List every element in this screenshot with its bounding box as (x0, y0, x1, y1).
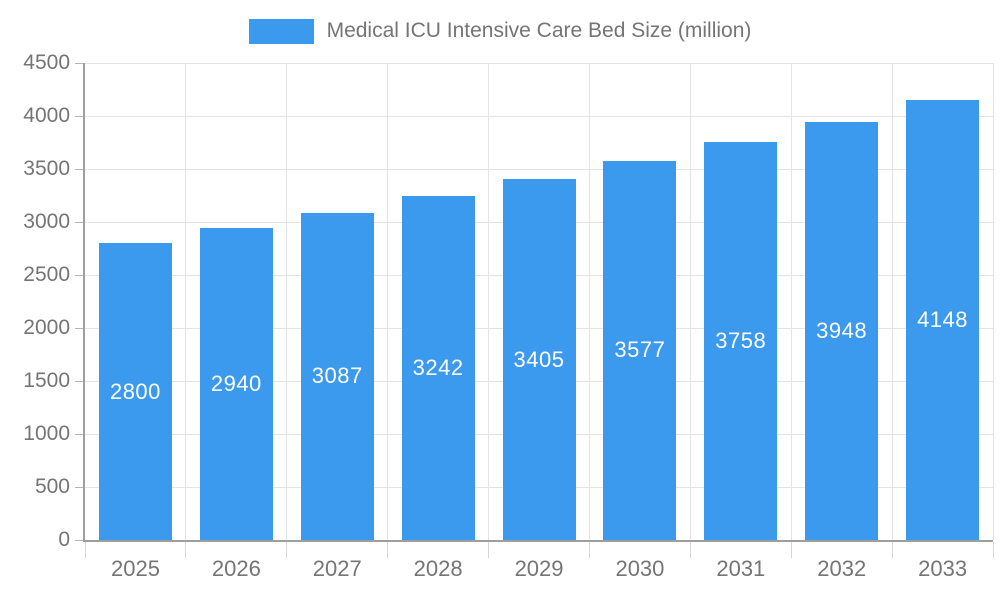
gridline-vertical-8 (891, 63, 893, 540)
gridline-vertical-5 (588, 63, 590, 540)
y-tick-mark-2500 (75, 274, 83, 276)
x-axis-label-2026: 2026 (211, 556, 261, 581)
x-axis-line (83, 540, 993, 542)
bar-value-label-2026: 2940 (210, 371, 262, 397)
gridline-vertical-7 (790, 63, 792, 540)
gridline-vertical-1 (185, 63, 187, 540)
bar-2030[interactable]: 3577 (603, 160, 677, 540)
x-axis-label-2030: 2030 (615, 556, 665, 581)
x-tick-mark-6 (689, 542, 691, 558)
x-tick-mark-3 (387, 542, 389, 558)
x-axis-label-2033: 2033 (918, 556, 968, 581)
x-tick-mark-1 (185, 542, 187, 558)
gridline-vertical-4 (488, 63, 490, 540)
bar-value-label-2028: 3242 (412, 355, 464, 381)
bar-value-label-2033: 4148 (917, 307, 969, 333)
y-axis-line (83, 63, 85, 540)
x-tick-mark-8 (891, 542, 893, 558)
bar-value-label-2030: 3577 (614, 337, 666, 363)
gridline-vertical-9 (992, 63, 994, 540)
y-tick-mark-3000 (75, 221, 83, 223)
bar-2028[interactable]: 3242 (401, 196, 475, 540)
x-tick-mark-7 (790, 542, 792, 558)
bar-2031[interactable]: 3758 (704, 141, 778, 540)
gridline-horizontal-4000 (85, 115, 993, 117)
bar-2025[interactable]: 2800 (98, 243, 172, 540)
bar-2029[interactable]: 3405 (502, 179, 576, 540)
gridline-vertical-3 (387, 63, 389, 540)
x-axis-label-2032: 2032 (817, 556, 867, 581)
x-tick-mark-0 (84, 542, 86, 558)
gridline-vertical-6 (689, 63, 691, 540)
x-axis-label-2025: 2025 (111, 556, 160, 581)
y-axis-label-4000: 4000 (23, 104, 70, 127)
bar-value-label-2031: 3758 (715, 327, 767, 353)
plot-area: 2800 2940 3087 3242 3405 3577 3758 3948 4148 (85, 62, 994, 540)
y-axis-label-2000: 2000 (23, 316, 70, 339)
x-axis-label-2031: 2031 (716, 556, 766, 581)
y-tick-mark-1000 (75, 433, 83, 435)
y-axis-label-3500: 3500 (23, 157, 70, 180)
y-tick-mark-500 (75, 486, 83, 488)
y-axis-label-2500: 2500 (23, 263, 70, 286)
x-axis-label-2028: 2028 (413, 556, 463, 581)
x-tick-mark-2 (286, 542, 288, 558)
y-axis-label-4500: 4500 (23, 51, 70, 74)
bar-value-label-2027: 3087 (311, 363, 363, 389)
bar-2027[interactable]: 3087 (300, 212, 374, 540)
x-axis-label-2029: 2029 (514, 556, 564, 581)
bar-value-label-2025: 2800 (109, 378, 161, 404)
y-tick-mark-1500 (75, 380, 83, 382)
legend-swatch (248, 18, 314, 44)
y-tick-mark-3500 (75, 168, 83, 170)
x-axis-label-2027: 2027 (312, 556, 362, 581)
legend[interactable]: Medical ICU Intensive Care Bed Size (mil… (0, 15, 1000, 47)
legend-label: Medical ICU Intensive Care Bed Size (mil… (326, 19, 752, 42)
y-tick-mark-4000 (75, 115, 83, 117)
x-tick-mark-9 (992, 542, 994, 558)
x-tick-mark-5 (588, 542, 590, 558)
gridline-horizontal-4500 (85, 62, 993, 64)
y-axis-label-1000: 1000 (23, 422, 70, 445)
gridline-horizontal-3500 (85, 168, 993, 170)
y-axis-label-1500: 1500 (23, 369, 70, 392)
bar-value-label-2029: 3405 (513, 346, 565, 372)
gridline-vertical-2 (286, 63, 288, 540)
x-tick-mark-4 (488, 542, 490, 558)
y-axis-label-3000: 3000 (23, 210, 70, 233)
y-axis-label-500: 500 (34, 475, 70, 498)
y-tick-mark-0 (75, 539, 83, 541)
y-tick-mark-2000 (75, 327, 83, 329)
y-tick-mark-4500 (75, 62, 83, 64)
bar-value-label-2032: 3948 (816, 317, 868, 343)
bar-2033[interactable]: 4148 (906, 100, 980, 540)
y-axis-label-0: 0 (58, 528, 70, 551)
bar-2026[interactable]: 2940 (199, 228, 273, 540)
bar-2032[interactable]: 3948 (805, 121, 879, 540)
